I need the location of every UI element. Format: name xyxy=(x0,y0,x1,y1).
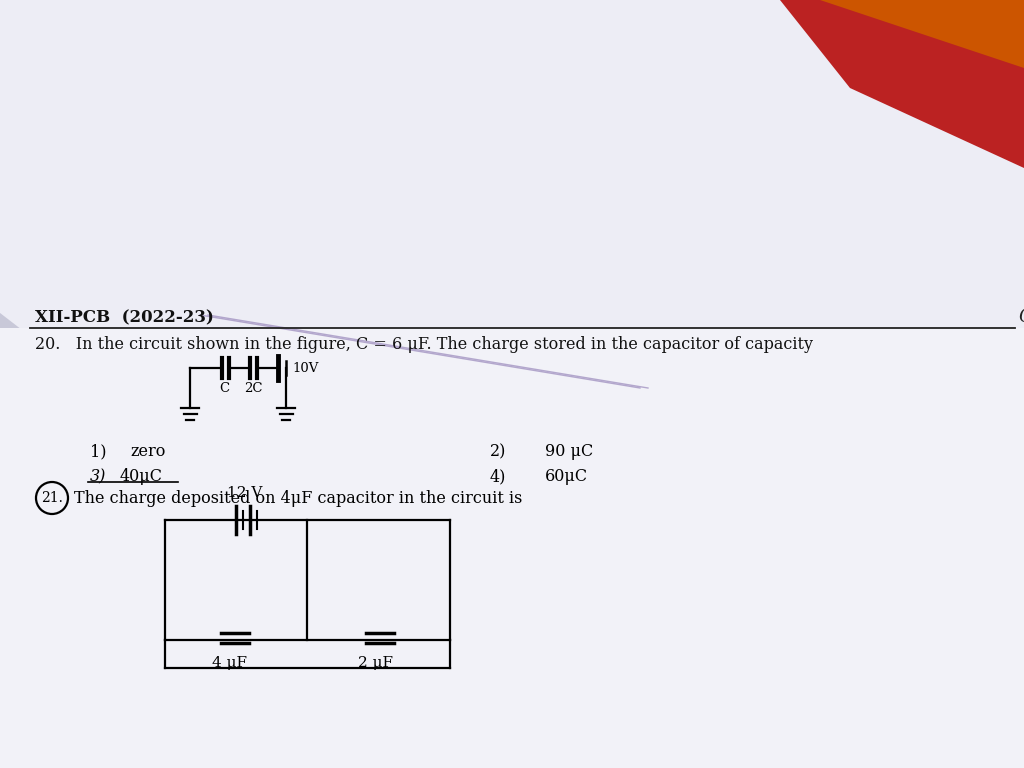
Text: 90 μC: 90 μC xyxy=(545,443,593,460)
Text: C: C xyxy=(1018,308,1024,326)
Text: C: C xyxy=(219,382,229,395)
Polygon shape xyxy=(0,0,1024,518)
Text: 2C: 2C xyxy=(244,382,262,395)
Text: XII-PCB  (2022-23): XII-PCB (2022-23) xyxy=(35,309,214,326)
Text: 60μC: 60μC xyxy=(545,468,588,485)
Text: 21.: 21. xyxy=(41,491,62,505)
Text: 2): 2) xyxy=(490,443,507,460)
Polygon shape xyxy=(820,0,1024,68)
Text: 3): 3) xyxy=(90,468,106,485)
Text: 2 μF: 2 μF xyxy=(357,656,392,670)
Text: 1): 1) xyxy=(90,443,106,460)
FancyBboxPatch shape xyxy=(0,328,1024,768)
Text: 4): 4) xyxy=(490,468,507,485)
Polygon shape xyxy=(0,0,1024,458)
Polygon shape xyxy=(0,313,1024,478)
Text: 10V: 10V xyxy=(292,362,318,375)
Text: 4 μF: 4 μF xyxy=(213,656,248,670)
Text: 40μC: 40μC xyxy=(120,468,163,485)
Text: 20.   In the circuit shown in the figure, C = 6 μF. The charge stored in the cap: 20. In the circuit shown in the figure, … xyxy=(35,336,813,353)
Polygon shape xyxy=(780,0,1024,168)
Text: 12 V: 12 V xyxy=(227,486,263,500)
Text: The charge deposited on 4μF capacitor in the circuit is: The charge deposited on 4μF capacitor in… xyxy=(74,490,522,507)
Polygon shape xyxy=(0,0,1024,488)
Text: zero: zero xyxy=(130,443,165,460)
